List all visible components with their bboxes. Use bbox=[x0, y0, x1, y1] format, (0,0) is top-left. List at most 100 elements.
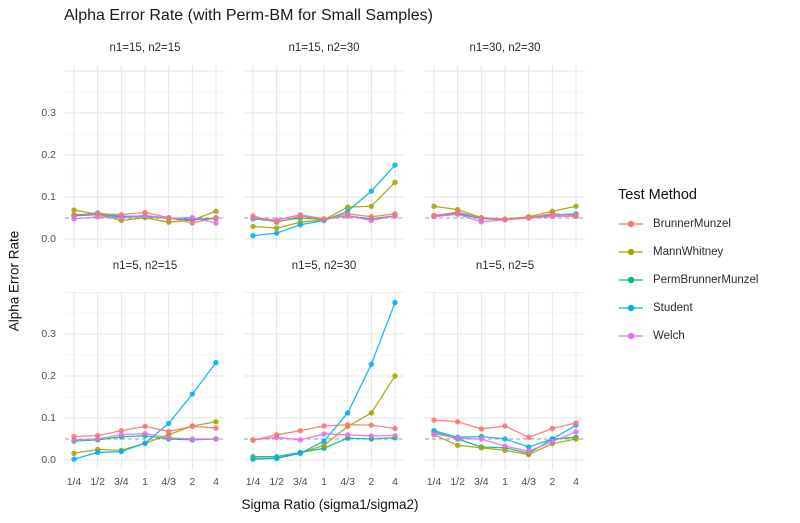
data-point-BrunnerMunzel bbox=[142, 209, 148, 216]
legend-label: MannWhitney bbox=[653, 246, 724, 258]
legend-key-point bbox=[627, 276, 635, 284]
x-tick-label: 3/4 bbox=[474, 476, 489, 488]
facet-panel-1 bbox=[65, 65, 225, 247]
legend-key-point bbox=[627, 220, 635, 228]
legend-marker-icon bbox=[619, 276, 643, 284]
facet-strip-label: n1=15, n2=30 bbox=[288, 42, 360, 54]
data-point-BrunnerMunzel bbox=[273, 219, 280, 225]
data-point-MannWhitney bbox=[368, 410, 375, 416]
y-tick-label: 0.1 bbox=[41, 191, 56, 203]
x-tick-label: 2 bbox=[549, 476, 556, 488]
y-tick-label: 0.2 bbox=[41, 370, 56, 382]
facet-strip-label: n1=5, n2=30 bbox=[291, 260, 357, 272]
facet-panel-2 bbox=[244, 65, 404, 247]
data-point-Welch bbox=[549, 438, 556, 445]
legend-entries: BrunnerMunzel MannWhitney PermBrunnerMunze… bbox=[618, 210, 798, 350]
data-point-Student bbox=[392, 299, 398, 306]
data-point-BrunnerMunzel bbox=[94, 211, 101, 217]
data-point-BrunnerMunzel bbox=[94, 432, 101, 439]
data-point-BrunnerMunzel bbox=[392, 425, 398, 432]
data-point-BrunnerMunzel bbox=[321, 423, 327, 429]
legend-marker-icon bbox=[619, 304, 643, 312]
data-point-Welch bbox=[213, 436, 219, 442]
data-point-MannWhitney bbox=[392, 373, 398, 379]
data-point-Welch bbox=[573, 429, 579, 435]
facet-strip-label: n1=30, n2=30 bbox=[469, 42, 541, 54]
data-point-MannWhitney bbox=[502, 447, 508, 454]
data-point-BrunnerMunzel bbox=[297, 213, 304, 219]
data-point-Student bbox=[321, 438, 327, 444]
data-point-MannWhitney bbox=[71, 450, 77, 456]
data-point-BrunnerMunzel bbox=[573, 212, 579, 219]
facet-strip-label: n1=5, n2=15 bbox=[112, 260, 178, 272]
data-point-Student bbox=[392, 162, 398, 168]
data-point-Welch bbox=[478, 436, 485, 442]
data-point-Student bbox=[71, 456, 77, 462]
data-point-Welch bbox=[189, 214, 196, 221]
data-point-BrunnerMunzel bbox=[250, 213, 256, 219]
facet-panel-3 bbox=[425, 65, 585, 247]
legend-label: Student bbox=[653, 302, 693, 314]
legend-marker-icon bbox=[619, 248, 643, 256]
data-point-BrunnerMunzel bbox=[431, 212, 437, 219]
data-point-BrunnerMunzel bbox=[71, 211, 77, 218]
data-point-BrunnerMunzel bbox=[573, 420, 579, 426]
data-point-MannWhitney bbox=[213, 208, 219, 214]
data-point-BrunnerMunzel bbox=[549, 211, 556, 217]
data-point-BrunnerMunzel bbox=[478, 215, 485, 221]
data-point-Student bbox=[94, 449, 101, 456]
data-point-MannWhitney bbox=[165, 219, 172, 225]
data-point-Student bbox=[250, 232, 256, 239]
data-point-Student bbox=[502, 436, 508, 442]
data-point-BrunnerMunzel bbox=[118, 211, 125, 218]
data-point-BrunnerMunzel bbox=[525, 434, 532, 441]
data-point-Welch bbox=[368, 433, 375, 439]
data-point-BrunnerMunzel bbox=[549, 425, 556, 432]
data-point-BrunnerMunzel bbox=[297, 427, 304, 434]
legend-key-point bbox=[627, 248, 635, 256]
x-tick-label: 4/3 bbox=[161, 476, 176, 488]
x-tick-label: 4/3 bbox=[521, 476, 536, 488]
x-tick-label: 1 bbox=[502, 476, 508, 488]
data-point-BrunnerMunzel bbox=[368, 214, 375, 220]
data-point-BrunnerMunzel bbox=[189, 220, 196, 226]
data-point-MannWhitney bbox=[431, 203, 437, 209]
x-tick-label: 1/4 bbox=[426, 476, 442, 488]
data-point-Student bbox=[273, 230, 280, 236]
x-tick-label: 1/4 bbox=[245, 476, 261, 488]
data-point-BrunnerMunzel bbox=[189, 423, 196, 430]
x-tick-label: 1 bbox=[142, 476, 148, 488]
data-point-Student bbox=[142, 440, 148, 446]
data-point-Student bbox=[368, 188, 375, 194]
data-point-MannWhitney bbox=[321, 442, 327, 448]
data-point-Welch bbox=[431, 431, 437, 437]
data-point-Student bbox=[250, 456, 256, 462]
facet-strip-label: n1=5, n2=5 bbox=[475, 260, 535, 272]
data-point-Welch bbox=[392, 432, 398, 439]
x-tick-label: 2 bbox=[189, 476, 196, 488]
data-point-MannWhitney bbox=[368, 203, 375, 209]
y-tick-label: 0.0 bbox=[41, 233, 56, 245]
data-point-BrunnerMunzel bbox=[344, 211, 351, 217]
data-point-BrunnerMunzel bbox=[368, 422, 375, 428]
data-point-Welch bbox=[297, 437, 304, 443]
x-tick-label: 3/4 bbox=[114, 476, 129, 488]
data-point-Welch bbox=[213, 220, 219, 226]
data-point-MannWhitney bbox=[573, 203, 579, 209]
data-point-Student bbox=[297, 222, 304, 228]
data-point-Student bbox=[344, 410, 351, 416]
legend-entry: MannWhitney bbox=[618, 238, 798, 266]
data-point-MannWhitney bbox=[478, 445, 485, 451]
data-point-Student bbox=[189, 391, 196, 397]
data-point-BrunnerMunzel bbox=[142, 423, 148, 430]
data-point-MannWhitney bbox=[344, 204, 351, 210]
data-point-BrunnerMunzel bbox=[213, 214, 219, 221]
y-tick-label: 0.2 bbox=[41, 149, 56, 161]
data-point-MannWhitney bbox=[213, 419, 219, 425]
legend-entry: PermBrunnerMunzel bbox=[618, 266, 798, 294]
data-point-Welch bbox=[454, 435, 461, 441]
data-point-BrunnerMunzel bbox=[273, 432, 280, 438]
y-tick-label: 0.3 bbox=[41, 107, 56, 119]
data-point-BrunnerMunzel bbox=[118, 427, 125, 434]
